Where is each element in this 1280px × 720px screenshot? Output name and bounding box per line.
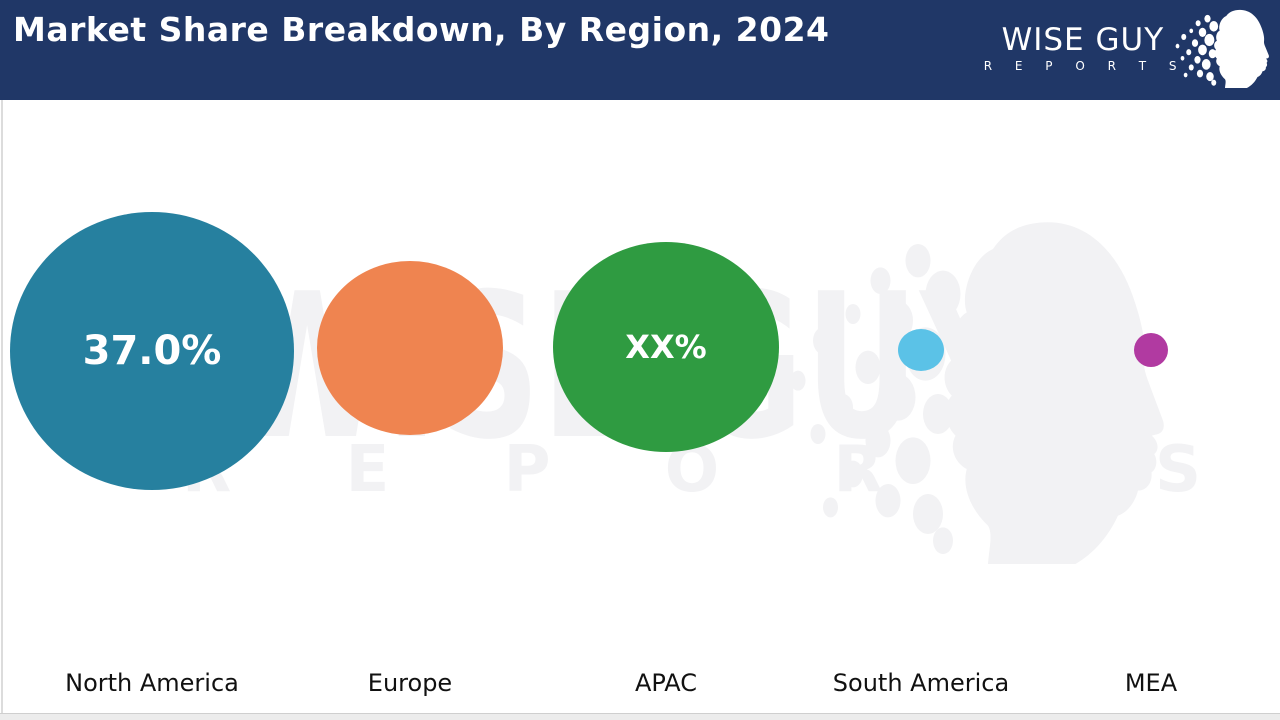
header-bar: Market Share Breakdown, By Region, 2024 … (0, 0, 1280, 100)
bubble-apac: XX% (553, 242, 779, 452)
category-label-europe: Europe (367, 669, 453, 697)
category-label-south-america: South America (832, 669, 1010, 697)
category-label-mea: MEA (1124, 669, 1178, 697)
bubble-north-america: 37.0% (10, 212, 294, 490)
bubble-europe (317, 261, 503, 435)
category-label-north-america: North America (65, 669, 239, 697)
watermark-head-icon (790, 222, 1164, 564)
brand-logo: WISE GUY R E P O R T S (980, 8, 1270, 88)
brand-logo-text: WISE GUY R E P O R T S (980, 23, 1186, 72)
watermark-subtext: R E P O R T S (182, 433, 1248, 507)
brand-subtext: R E P O R T S (983, 58, 1186, 73)
category-label-apac: APAC (634, 669, 698, 697)
brand-wordmark: WISE GUY (1001, 22, 1165, 59)
plot-bottom-border (0, 713, 1280, 720)
bubble-value-north-america: 37.0% (82, 328, 222, 374)
bubble-value-apac: XX% (625, 328, 707, 366)
plot-left-border (1, 100, 3, 713)
bubble-south-america (898, 329, 944, 371)
page-title: Market Share Breakdown, By Region, 2024 (13, 10, 830, 49)
bubble-mea (1134, 333, 1168, 367)
